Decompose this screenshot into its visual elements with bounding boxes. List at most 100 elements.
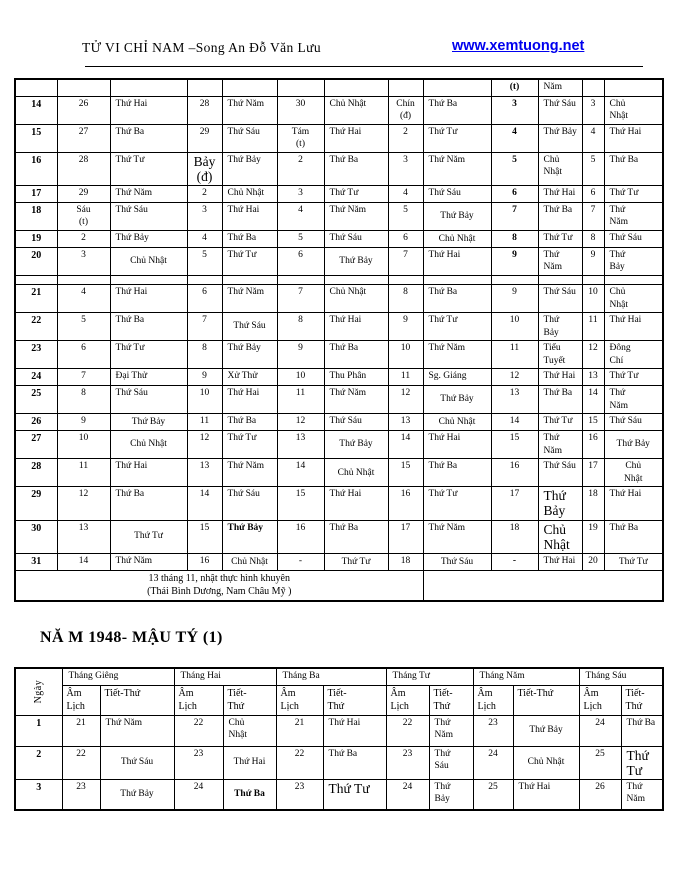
calendar-cell: Thứ Ba xyxy=(109,123,188,153)
calendar-cell: 11 xyxy=(490,340,539,370)
calendar-cell: Chủ Nhật xyxy=(603,283,664,314)
site-link[interactable]: www.xemtuong.net xyxy=(452,38,585,54)
calendar-cell: 12 xyxy=(186,430,223,460)
page-title: TỬ VI CHỈ NAM –Song An Đỗ Văn Lưu xyxy=(82,40,321,55)
calendar-cell: Bảy (đ) xyxy=(186,151,223,186)
calendar-cell: Thứ Hai xyxy=(537,368,583,387)
calendar-cell: Thứ Tư xyxy=(109,519,188,554)
day-cell: 14 xyxy=(14,95,58,125)
calendar-cell: Thứ Sáu xyxy=(221,312,278,342)
table-row: 30 13 Thứ Tư 15 Thứ Bảy 16 Thứ Ba 17 Thứ Năm 18 Ch… xyxy=(14,519,664,554)
calendar-cell: 9 xyxy=(276,340,325,370)
calendar-cell: Thứ Bảy xyxy=(323,246,389,276)
december-calendar-table: (t) Năm 14 26 Thứ Hai 28 Thứ Năm 30 Chủ Nhật Chín… xyxy=(14,78,664,602)
calendar-cell: Thứ Ba xyxy=(322,745,387,780)
subcolumn-header: Âm Lịch xyxy=(173,684,224,716)
calendar-cell: 4 xyxy=(581,123,605,153)
calendar-cell xyxy=(603,274,664,285)
calendar-cell: 9 xyxy=(581,246,605,276)
calendar-cell: Thứ Tư xyxy=(323,552,389,571)
calendar-cell: 7 xyxy=(276,283,325,314)
calendar-cell: Thứ Sáu xyxy=(428,745,474,780)
calendar-cell: Chủ Nhật xyxy=(603,458,664,488)
calendar-cell xyxy=(221,78,278,97)
calendar-cell: Thứ Hai xyxy=(422,430,492,460)
calendar-cell: Thứ Năm xyxy=(109,184,188,203)
calendar-cell: 22 xyxy=(275,745,324,780)
calendar-cell xyxy=(387,274,424,285)
calendar-cell xyxy=(186,78,223,97)
calendar-cell: Thứ Hai xyxy=(109,283,188,314)
table-row: 1 21 Thứ Năm 22 Chủ Nhật 21 Thứ Hai 22 Thứ Năm 23… xyxy=(14,714,664,747)
calendar-cell: Thứ Tư xyxy=(603,552,664,571)
calendar-cell: 7 xyxy=(581,201,605,231)
table-row xyxy=(14,274,664,285)
subcolumn-header: Tiết- Thứ xyxy=(222,684,277,716)
calendar-cell: Chủ Nhật xyxy=(512,745,580,780)
calendar-cell: 14 xyxy=(581,385,605,415)
calendar-cell: 12 xyxy=(387,385,424,415)
calendar-cell: Thứ Tư xyxy=(603,184,664,203)
calendar-cell: Thứ Bảy xyxy=(221,340,278,370)
calendar-cell: Thứ Bảy xyxy=(512,714,580,747)
calendar-cell: Thứ Sáu xyxy=(99,745,175,780)
calendar-cell: Thứ Ba xyxy=(323,340,389,370)
subcolumn-header: Tiết- Thứ xyxy=(322,684,387,716)
eclipse-note: 13 tháng 11, nhật thực hình khuyên (Thái… xyxy=(14,569,424,602)
calendar-cell: 11 xyxy=(276,385,325,415)
calendar-cell: Chủ Nhật xyxy=(537,519,583,554)
subcolumn-header: Tiết-Thứ xyxy=(99,684,175,716)
calendar-cell: Thứ Năm xyxy=(422,340,492,370)
table-row: (t) Năm xyxy=(14,78,664,97)
calendar-cell: 21 xyxy=(275,714,324,747)
calendar-cell: Thứ Ba xyxy=(323,151,389,186)
calendar-cell: 27 xyxy=(56,123,111,153)
calendar-cell: Thứ Hai xyxy=(603,312,664,342)
calendar-cell: 29 xyxy=(186,123,223,153)
day-cell: 26 xyxy=(14,413,58,432)
subcolumn-header: Tiết-Thứ xyxy=(512,684,580,716)
calendar-cell: 23 xyxy=(173,745,224,780)
calendar-cell: Đông Chí xyxy=(603,340,664,370)
calendar-cell: Thứ Tư xyxy=(537,413,583,432)
calendar-cell: 11 xyxy=(387,368,424,387)
calendar-cell: Xử Thử xyxy=(221,368,278,387)
month-group-header: Tháng Ba xyxy=(275,667,387,686)
calendar-cell: Thứ Tư xyxy=(322,778,387,811)
calendar-cell: Thứ Năm xyxy=(422,519,492,554)
calendar-cell: 25 xyxy=(472,778,514,811)
calendar-cell: Tiểu Tuyết xyxy=(537,340,583,370)
calendar-cell: Thứ Năm xyxy=(603,201,664,231)
calendar-cell: Chủ Nhật xyxy=(221,184,278,203)
calendar-cell: Thứ Tư xyxy=(221,246,278,276)
calendar-cell: Chủ Nhật xyxy=(323,95,389,125)
calendar-cell xyxy=(276,78,325,97)
header-rule xyxy=(85,66,643,67)
section-title: NĂ M 1948- MẬU TÝ (1) xyxy=(40,629,223,646)
calendar-cell: Thứ Sáu xyxy=(323,229,389,248)
subcolumn-header: Âm Lịch xyxy=(385,684,430,716)
calendar-cell: 13 xyxy=(186,458,223,488)
calendar-cell: Chủ Nhật xyxy=(109,430,188,460)
calendar-cell: Thứ Bảy xyxy=(323,430,389,460)
calendar-cell: Thứ Tư xyxy=(422,486,492,521)
table-row: 2 22 Thứ Sáu 23 Thứ Hai 22 Thứ Ba 23 Thứ Sáu 24 Ch… xyxy=(14,745,664,780)
calendar-cell: 6 xyxy=(581,184,605,203)
calendar-cell: Thứ Bảy xyxy=(109,229,188,248)
day-cell: 30 xyxy=(14,519,58,554)
month-group-header: Tháng Năm xyxy=(472,667,580,686)
calendar-cell: Chủ Nhật xyxy=(323,283,389,314)
calendar-cell: 24 xyxy=(578,714,622,747)
calendar-cell: Chủ Nhật xyxy=(422,229,492,248)
calendar-cell: 24 xyxy=(385,778,430,811)
day-cell xyxy=(14,274,58,285)
calendar-cell: 6 xyxy=(490,184,539,203)
calendar-cell: - xyxy=(490,552,539,571)
calendar-cell: 15 xyxy=(490,430,539,460)
table-row: 15 27 Thứ Ba 29 Thứ Sáu Tám (t) Thứ Hai 2 Thứ Tư… xyxy=(14,123,664,153)
calendar-cell: Thứ Hai xyxy=(323,486,389,521)
calendar-cell: 14 xyxy=(387,430,424,460)
day-cell: 28 xyxy=(14,458,58,488)
calendar-cell: Thứ Bảy xyxy=(99,778,175,811)
calendar-cell: Thứ Sáu xyxy=(422,184,492,203)
